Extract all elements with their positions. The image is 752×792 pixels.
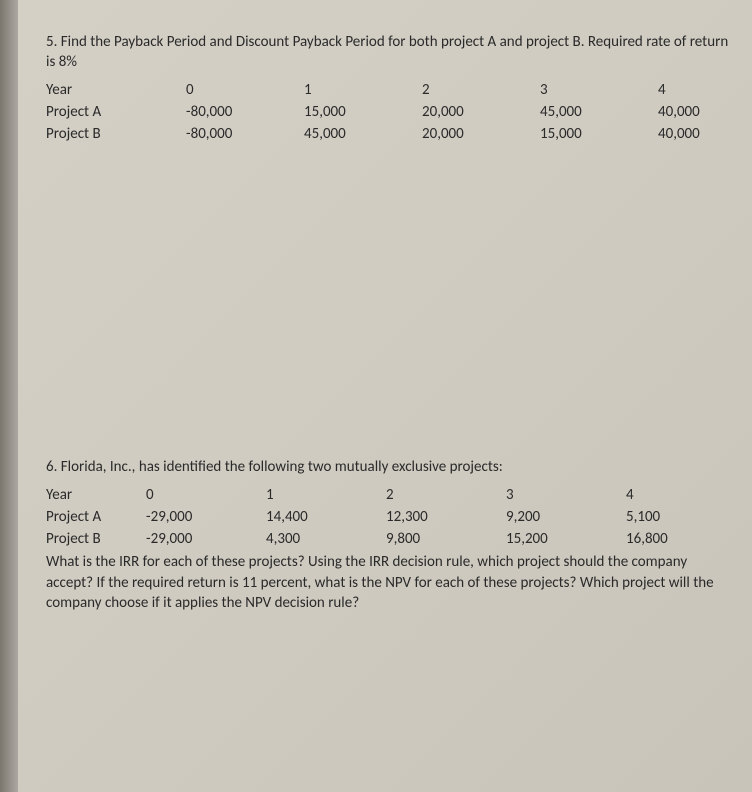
question-6-followup: What is the IRR for each of these projec… [46, 552, 732, 613]
q5-cell: 15,000 [304, 101, 422, 123]
q5-cell: 45,000 [540, 101, 658, 123]
question-6-table: Year 0 1 2 3 4 Project A -29,000 14,400 … [46, 484, 732, 551]
q5-cell: -80,000 [186, 123, 304, 145]
q6-cell: Project B [46, 528, 146, 550]
q6-header: 0 [146, 484, 266, 506]
q6-cell: 12,300 [386, 506, 506, 528]
q5-cell: 40,000 [658, 123, 748, 145]
q5-header: 4 [658, 79, 748, 101]
question-5-prompt: 5. Find the Payback Period and Discount … [46, 32, 732, 73]
q5-header: 1 [304, 79, 422, 101]
q6-cell: -29,000 [146, 528, 266, 550]
q5-cell: 15,000 [540, 123, 658, 145]
q6-cell: 4,300 [266, 528, 386, 550]
q5-cell: 45,000 [304, 123, 422, 145]
question-5-table: Year 0 1 2 3 4 Project A -80,000 15,000 … [46, 79, 732, 146]
q6-cell: 9,200 [506, 506, 626, 528]
q5-header: 0 [186, 79, 304, 101]
q6-header: 1 [266, 484, 386, 506]
q5-header: Year [46, 79, 186, 101]
q6-header: 2 [386, 484, 506, 506]
q5-cell: Project A [46, 101, 186, 123]
q5-cell: Project B [46, 123, 186, 145]
q5-cell: 20,000 [422, 101, 540, 123]
q5-header: 3 [540, 79, 658, 101]
q6-header: 4 [626, 484, 726, 506]
q6-header: Year [46, 484, 146, 506]
blank-space [46, 145, 732, 457]
q6-cell: -29,000 [146, 506, 266, 528]
q6-cell: 9,800 [386, 528, 506, 550]
q6-cell: 16,800 [626, 528, 726, 550]
q5-header: 2 [422, 79, 540, 101]
q5-cell: 20,000 [422, 123, 540, 145]
q6-cell: 5,100 [626, 506, 726, 528]
q5-cell: -80,000 [186, 101, 304, 123]
q6-cell: Project A [46, 506, 146, 528]
question-6-prompt: 6. Florida, Inc., has identified the fol… [46, 457, 732, 477]
q6-header: 3 [506, 484, 626, 506]
q6-cell: 14,400 [266, 506, 386, 528]
q6-cell: 15,200 [506, 528, 626, 550]
q5-cell: 40,000 [658, 101, 748, 123]
document-page: 5. Find the Payback Period and Discount … [18, 0, 752, 792]
